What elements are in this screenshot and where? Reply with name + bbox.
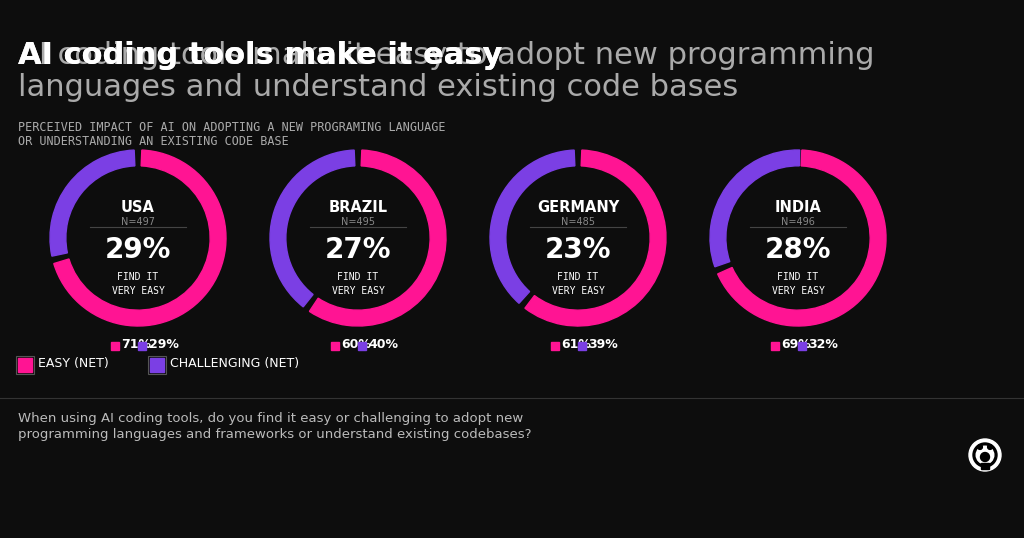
Text: INDIA: INDIA: [774, 200, 821, 215]
Text: 28%: 28%: [765, 236, 831, 264]
Text: EASY (NET): EASY (NET): [38, 357, 109, 371]
FancyBboxPatch shape: [331, 342, 339, 350]
Text: 69%: 69%: [781, 338, 811, 351]
FancyBboxPatch shape: [551, 342, 558, 350]
Text: N=497: N=497: [121, 217, 155, 227]
Text: CHALLENGING (NET): CHALLENGING (NET): [170, 357, 299, 371]
FancyBboxPatch shape: [18, 358, 32, 372]
Text: PERCEIVED IMPACT OF AI ON ADOPTING A NEW PROGRAMING LANGUAGE: PERCEIVED IMPACT OF AI ON ADOPTING A NEW…: [18, 121, 445, 134]
Text: 39%: 39%: [589, 338, 618, 351]
Text: 29%: 29%: [148, 338, 178, 351]
Text: languages and understand existing code bases: languages and understand existing code b…: [18, 73, 738, 102]
Wedge shape: [309, 150, 446, 326]
Wedge shape: [718, 150, 886, 326]
FancyBboxPatch shape: [981, 463, 989, 469]
Text: 29%: 29%: [104, 236, 171, 264]
Wedge shape: [270, 150, 355, 307]
Circle shape: [973, 443, 997, 467]
Text: BRAZIL: BRAZIL: [329, 200, 387, 215]
Text: 27%: 27%: [325, 236, 391, 264]
Text: AI coding tools make it easy: AI coding tools make it easy: [18, 41, 503, 70]
Wedge shape: [525, 150, 666, 326]
Text: When using AI coding tools, do you find it easy or challenging to adopt new: When using AI coding tools, do you find …: [18, 412, 523, 425]
Text: 71%: 71%: [122, 338, 152, 351]
FancyBboxPatch shape: [798, 342, 806, 350]
FancyBboxPatch shape: [137, 342, 145, 350]
Wedge shape: [490, 150, 574, 303]
Text: N=495: N=495: [341, 217, 375, 227]
Text: FIND IT
VERY EASY: FIND IT VERY EASY: [552, 272, 604, 296]
Text: 32%: 32%: [809, 338, 839, 351]
Text: 61%: 61%: [561, 338, 592, 351]
Text: GERMANY: GERMANY: [537, 200, 620, 215]
Circle shape: [976, 446, 994, 464]
FancyBboxPatch shape: [111, 342, 119, 350]
Text: 23%: 23%: [545, 236, 611, 264]
Text: AI coding tools make it easy: AI coding tools make it easy: [18, 41, 503, 70]
Text: USA: USA: [121, 200, 155, 215]
Text: FIND IT
VERY EASY: FIND IT VERY EASY: [112, 272, 165, 296]
Text: programming languages and frameworks or understand existing codebases?: programming languages and frameworks or …: [18, 428, 531, 441]
Circle shape: [987, 444, 992, 449]
Text: 40%: 40%: [369, 338, 398, 351]
Text: 60%: 60%: [341, 338, 372, 351]
Circle shape: [969, 439, 1001, 471]
Wedge shape: [54, 150, 226, 326]
Text: N=496: N=496: [781, 217, 815, 227]
Text: AI coding tools make it easy to adopt new programming: AI coding tools make it easy to adopt ne…: [18, 41, 874, 70]
FancyBboxPatch shape: [357, 342, 366, 350]
Text: N=485: N=485: [561, 217, 595, 227]
Circle shape: [981, 452, 989, 462]
Wedge shape: [710, 150, 800, 267]
Text: FIND IT
VERY EASY: FIND IT VERY EASY: [332, 272, 384, 296]
FancyBboxPatch shape: [150, 358, 164, 372]
FancyBboxPatch shape: [578, 342, 586, 350]
Text: FIND IT
VERY EASY: FIND IT VERY EASY: [771, 272, 824, 296]
Wedge shape: [50, 150, 135, 256]
FancyBboxPatch shape: [770, 342, 778, 350]
Circle shape: [978, 444, 982, 449]
Text: OR UNDERSTANDING AN EXISTING CODE BASE: OR UNDERSTANDING AN EXISTING CODE BASE: [18, 135, 289, 148]
